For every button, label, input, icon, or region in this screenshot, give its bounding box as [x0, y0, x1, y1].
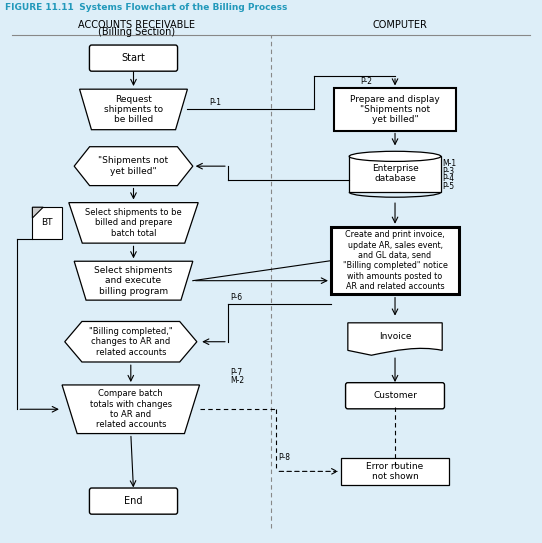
Bar — [331, 227, 459, 294]
FancyBboxPatch shape — [346, 383, 444, 409]
Text: (Billing Section): (Billing Section) — [98, 27, 175, 37]
Text: "Shipments not
yet billed": "Shipments not yet billed" — [99, 156, 169, 176]
Text: "Billing completed,"
changes to AR and
related accounts: "Billing completed," changes to AR and r… — [89, 327, 172, 357]
Text: ACCOUNTS RECEIVABLE: ACCOUNTS RECEIVABLE — [78, 20, 195, 30]
Polygon shape — [33, 207, 43, 218]
Bar — [341, 458, 449, 485]
Text: P-7: P-7 — [230, 368, 243, 377]
Text: Request
shipments to
be billed: Request shipments to be billed — [104, 94, 163, 124]
Ellipse shape — [349, 151, 441, 161]
Bar — [349, 156, 441, 192]
Polygon shape — [64, 321, 197, 362]
Text: Customer: Customer — [373, 392, 417, 400]
Polygon shape — [80, 89, 188, 130]
Text: End: End — [124, 496, 143, 506]
Text: P-8: P-8 — [278, 453, 290, 463]
Text: P-2: P-2 — [360, 77, 372, 86]
Text: P-4: P-4 — [442, 174, 454, 183]
Polygon shape — [74, 147, 193, 186]
Text: Systems Flowchart of the Billing Process: Systems Flowchart of the Billing Process — [73, 3, 288, 12]
Text: P-5: P-5 — [442, 182, 454, 191]
Text: Prepare and display
"Shipments not
yet billed": Prepare and display "Shipments not yet b… — [350, 94, 440, 124]
Text: Select shipments
and execute
billing program: Select shipments and execute billing pro… — [94, 266, 172, 295]
Polygon shape — [74, 261, 193, 300]
Text: P-6: P-6 — [230, 293, 243, 302]
Polygon shape — [62, 385, 199, 433]
Text: M-1: M-1 — [442, 159, 456, 168]
Text: Start: Start — [121, 53, 145, 63]
PathPatch shape — [348, 323, 442, 355]
Text: Error routine
not shown: Error routine not shown — [366, 462, 424, 481]
Text: P-1: P-1 — [209, 98, 221, 108]
Text: Invoice: Invoice — [379, 332, 411, 341]
Text: COMPUTER: COMPUTER — [373, 20, 428, 30]
Bar — [33, 207, 62, 238]
FancyBboxPatch shape — [89, 45, 178, 71]
Bar — [333, 89, 456, 130]
FancyBboxPatch shape — [89, 488, 178, 514]
Text: Compare batch
totals with changes
to AR and
related accounts: Compare batch totals with changes to AR … — [90, 389, 172, 430]
Text: Select shipments to be
billed and prepare
batch total: Select shipments to be billed and prepar… — [85, 208, 182, 238]
Text: Create and print invoice,
update AR, sales event,
and GL data, send
"Billing com: Create and print invoice, update AR, sal… — [343, 230, 448, 291]
Text: FIGURE 11.11: FIGURE 11.11 — [5, 3, 74, 12]
Text: Enterprise
database: Enterprise database — [372, 163, 418, 183]
Polygon shape — [69, 203, 198, 243]
Text: M-2: M-2 — [230, 376, 244, 384]
Text: P-3: P-3 — [442, 167, 454, 175]
Text: BT: BT — [42, 218, 53, 228]
